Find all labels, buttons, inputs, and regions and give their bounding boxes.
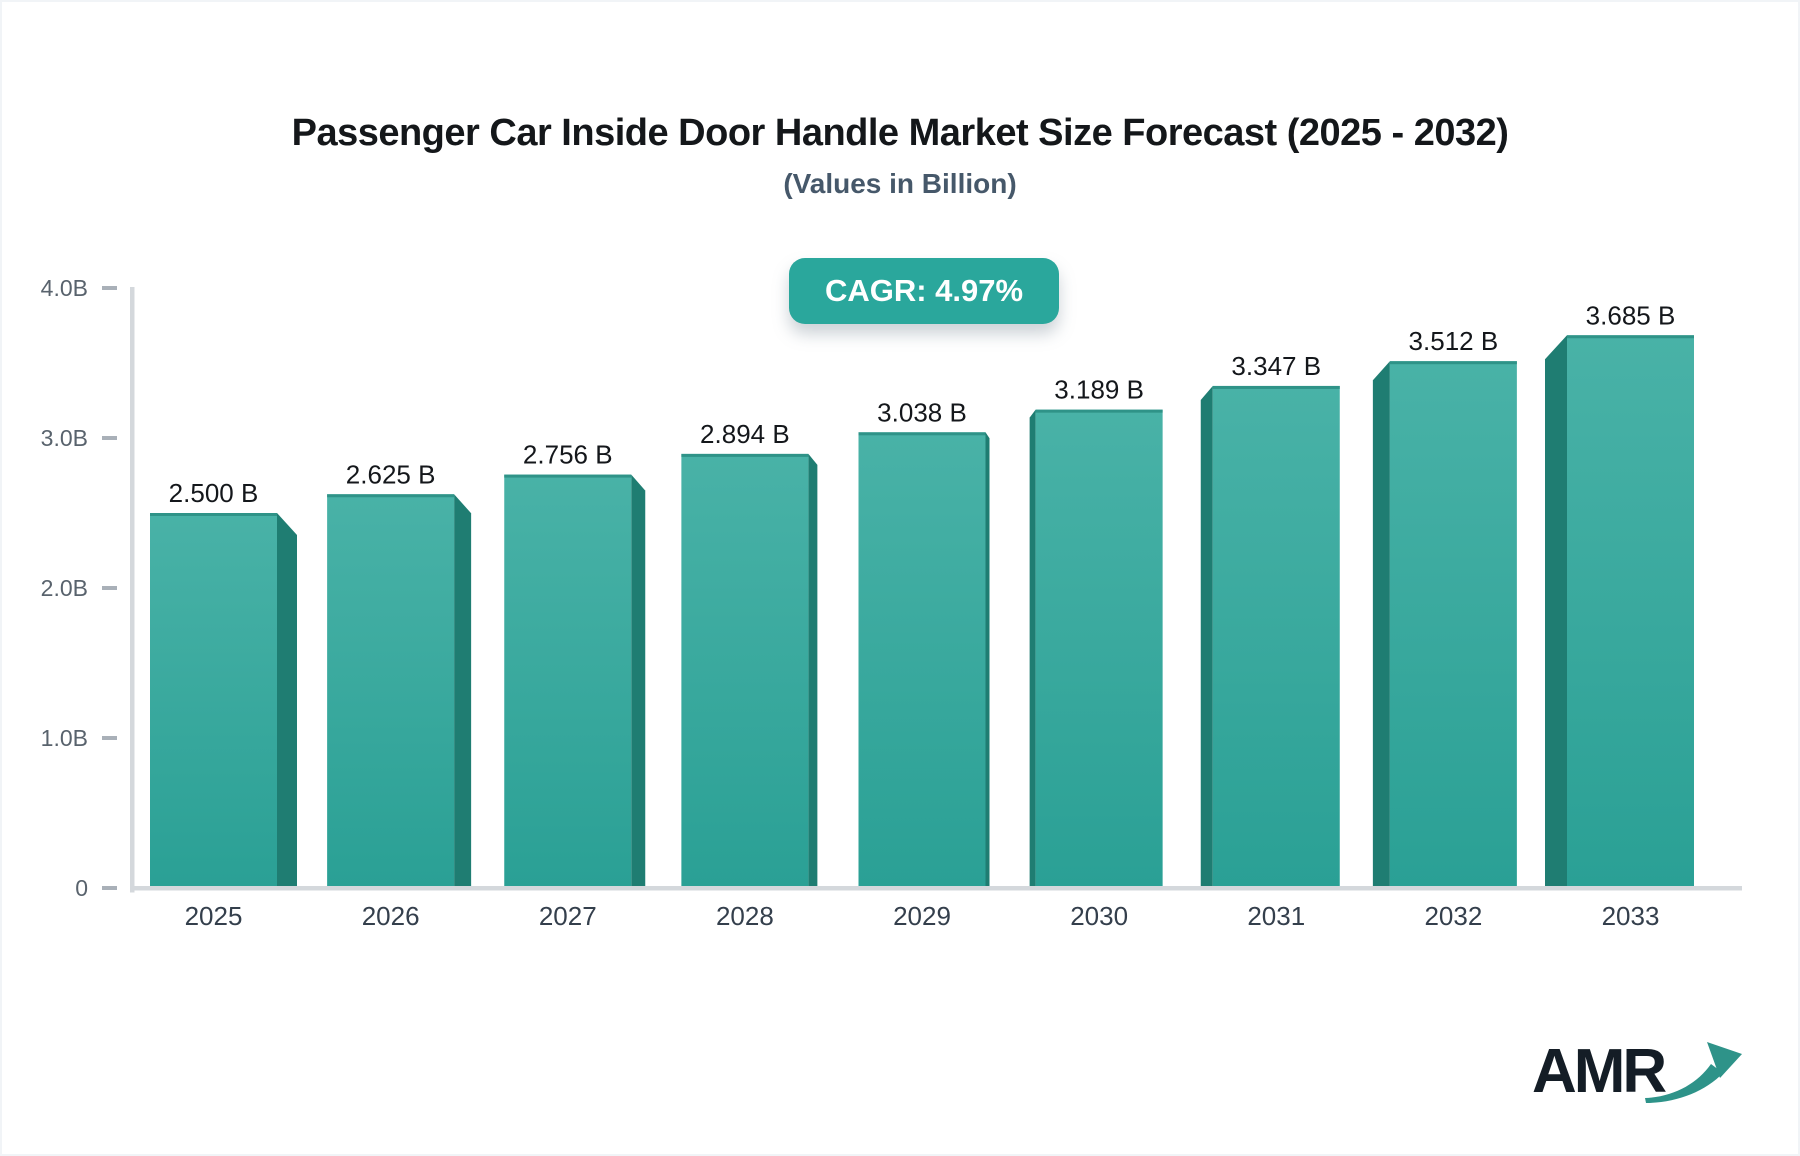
bar-side-2026 [454,494,472,888]
y-tick-label-2.0B: 2.0B [41,575,88,601]
bar-value-label-2030: 3.189 B [1054,375,1144,405]
bar-value-label-2031: 3.347 B [1231,351,1321,381]
cagr-badge-label: CAGR: 4.97% [824,273,1024,308]
x-tick-label-2027: 2027 [539,901,597,931]
bar-side-2032 [1372,361,1390,888]
bar-top-edge-2027 [504,474,632,478]
bar-top-edge-2029 [858,432,986,436]
bar-2025 [150,513,277,888]
chart-subtitle: (Values in Billion) [783,168,1017,199]
chart-title: Passenger Car Inside Door Handle Market … [291,112,1509,154]
x-tick-label-2032: 2032 [1424,901,1482,931]
bar-2030 [1035,409,1163,888]
bar-side-2031 [1200,385,1213,888]
y-tick-dash-1.0B [102,736,117,740]
y-tick-label-1.0B: 1.0B [41,725,88,751]
bar-2032 [1389,361,1517,888]
x-tick-label-2029: 2029 [893,901,951,931]
bar-side-2030 [1029,409,1036,888]
bar-2029 [858,432,986,888]
y-tick-label-3.0B: 3.0B [41,425,88,451]
y-tick-label-0: 0 [75,875,88,901]
bar-top-edge-2026 [327,494,455,498]
bar-top-edge-2028 [681,453,809,457]
y-tick-dash-4.0B [102,286,117,290]
bar-side-2027 [631,474,646,888]
x-axis-line [130,886,1742,891]
y-tick-label-4.0B: 4.0B [41,275,88,301]
cagr-badge: CAGR: 4.97% [789,258,1059,324]
x-tick-label-2025: 2025 [185,901,243,931]
bar-value-label-2029: 3.038 B [877,397,967,427]
bar-2031 [1212,385,1340,888]
bar-value-label-2033: 3.685 B [1586,300,1676,330]
x-tick-label-2031: 2031 [1247,901,1305,931]
bar-value-label-2028: 2.894 B [700,419,790,449]
x-tick-label-2030: 2030 [1070,901,1128,931]
bar-2033 [1567,335,1694,888]
x-tick-label-2026: 2026 [362,901,420,931]
y-tick-dash-2.0B [102,586,117,590]
bar-value-label-2027: 2.756 B [523,440,613,470]
y-axis-line [130,287,135,893]
bar-value-label-2025: 2.500 B [169,478,259,508]
bar-side-2025 [277,513,297,888]
bar-side-2029 [985,432,990,888]
bar-2027 [504,474,632,888]
bar-side-2028 [808,453,818,888]
amr-logo: AMR [1532,1036,1742,1112]
bar-2026 [327,494,455,888]
amr-logo-text: AMR [1532,1037,1667,1106]
bar-2028 [681,453,809,888]
y-tick-dash-0 [102,886,117,890]
bar-top-edge-2030 [1035,409,1163,413]
bar-value-label-2026: 2.625 B [346,459,436,489]
x-tick-label-2033: 2033 [1602,901,1660,931]
bar-top-edge-2025 [150,513,277,516]
bar-top-edge-2031 [1212,385,1340,389]
y-tick-dash-3.0B [102,436,117,440]
bar-top-edge-2033 [1567,335,1694,339]
bar-side-2033 [1545,335,1567,888]
x-tick-label-2028: 2028 [716,901,774,931]
bar-top-edge-2032 [1389,361,1517,365]
bar-value-label-2032: 3.512 B [1409,326,1499,356]
growth-arrow-icon [1645,1042,1742,1103]
